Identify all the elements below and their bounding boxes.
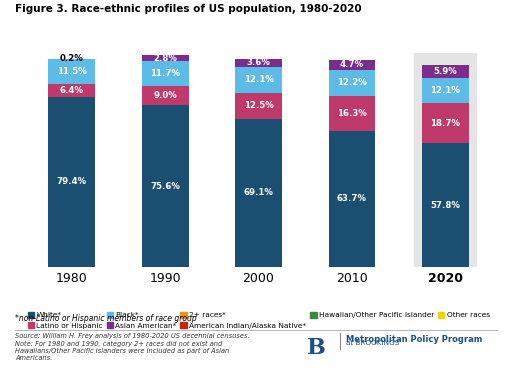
Text: 12.1%: 12.1% bbox=[431, 86, 460, 95]
Text: 75.6%: 75.6% bbox=[150, 182, 180, 190]
Text: 12.2%: 12.2% bbox=[337, 78, 367, 88]
Bar bbox=[329, 131, 375, 267]
Text: 16.3%: 16.3% bbox=[337, 109, 367, 118]
Text: 12.1%: 12.1% bbox=[244, 75, 273, 84]
Text: B: B bbox=[307, 337, 326, 359]
Bar bbox=[235, 119, 282, 267]
Bar bbox=[329, 96, 375, 131]
Text: 9.0%: 9.0% bbox=[153, 91, 177, 100]
Bar bbox=[142, 55, 188, 61]
Bar bbox=[422, 143, 468, 267]
Text: Figure 3. Race-ethnic profiles of US population, 1980-2020: Figure 3. Race-ethnic profiles of US pop… bbox=[15, 4, 362, 14]
Text: 69.1%: 69.1% bbox=[244, 189, 273, 197]
Bar bbox=[49, 59, 95, 84]
Bar bbox=[235, 93, 282, 119]
Text: 0.2%: 0.2% bbox=[60, 54, 83, 63]
Bar bbox=[142, 86, 188, 106]
Bar bbox=[415, 53, 476, 267]
Bar bbox=[235, 67, 282, 93]
Bar bbox=[329, 70, 375, 96]
Bar bbox=[422, 65, 468, 78]
Text: at BROOKINGS: at BROOKINGS bbox=[346, 340, 399, 346]
Legend: White*, Latino or Hispanic, Black*, Asian American*, 2+ races*, American Indian/: White*, Latino or Hispanic, Black*, Asia… bbox=[25, 309, 493, 331]
Bar bbox=[49, 84, 95, 97]
Text: Source: William H. Frey analysis of 1980-2020 US decennial censuses.
Note: For 1: Source: William H. Frey analysis of 1980… bbox=[15, 333, 250, 361]
Text: 5.9%: 5.9% bbox=[434, 67, 457, 76]
Text: 6.4%: 6.4% bbox=[60, 86, 84, 95]
Text: *non-Latino or Hispanic members of race group: *non-Latino or Hispanic members of race … bbox=[15, 314, 197, 323]
Bar bbox=[49, 97, 95, 267]
Text: Metropolitan Policy Program: Metropolitan Policy Program bbox=[346, 335, 482, 344]
Bar bbox=[142, 61, 188, 86]
Bar bbox=[422, 104, 468, 143]
Text: 3.6%: 3.6% bbox=[247, 58, 270, 67]
Bar bbox=[422, 78, 468, 104]
Text: 57.8%: 57.8% bbox=[431, 200, 460, 210]
Bar bbox=[235, 59, 282, 67]
Text: 11.7%: 11.7% bbox=[150, 69, 180, 78]
Text: 4.7%: 4.7% bbox=[340, 61, 364, 69]
Text: 11.5%: 11.5% bbox=[57, 67, 87, 76]
Bar bbox=[142, 106, 188, 267]
Text: 79.4%: 79.4% bbox=[57, 178, 87, 186]
Text: 12.5%: 12.5% bbox=[244, 101, 273, 110]
Text: 2.8%: 2.8% bbox=[153, 54, 177, 63]
Text: 63.7%: 63.7% bbox=[337, 194, 367, 203]
Bar bbox=[329, 60, 375, 70]
Text: 18.7%: 18.7% bbox=[430, 119, 460, 128]
